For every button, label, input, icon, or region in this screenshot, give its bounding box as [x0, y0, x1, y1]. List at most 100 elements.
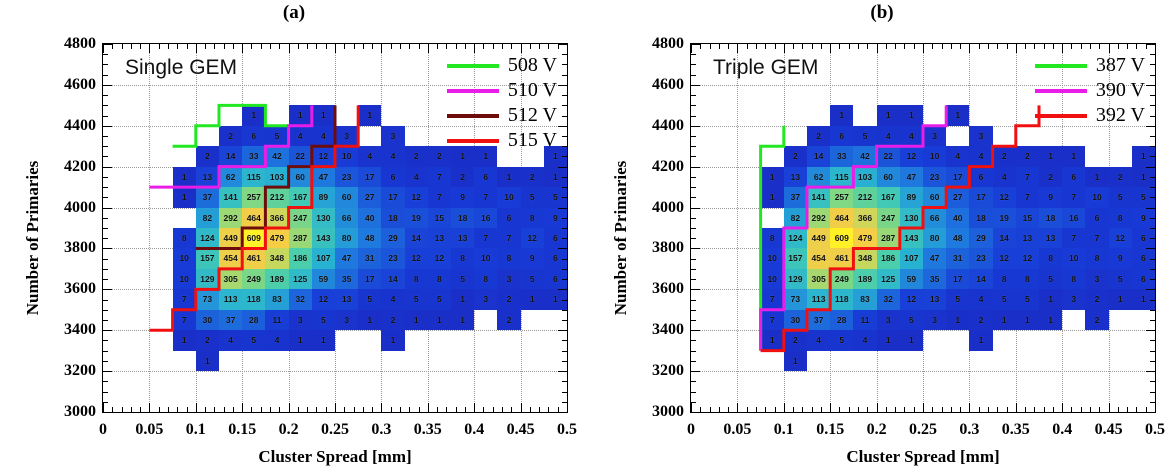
x-axis-minor-tick	[1090, 407, 1092, 412]
x-axis-tick-label: 0.4	[464, 421, 485, 438]
x-axis-minor-tick	[464, 407, 466, 412]
y-axis-minor-tick	[562, 74, 567, 76]
y-axis-tick	[691, 207, 700, 209]
y-axis-minor-tick	[103, 146, 108, 148]
y-axis-minor-tick	[691, 74, 696, 76]
x-axis-minor-tick	[390, 44, 392, 49]
y-axis-minor-tick	[1150, 176, 1155, 178]
y-axis-minor-tick	[1150, 360, 1155, 362]
x-axis-minor-tick	[765, 407, 767, 412]
x-axis-tick-label: 0.4	[1052, 421, 1073, 438]
contour-overlay-a	[149, 103, 360, 332]
x-axis-tick	[783, 44, 785, 53]
x-axis-tick	[195, 403, 197, 412]
x-axis-minor-tick	[848, 407, 850, 412]
x-axis-minor-tick	[130, 407, 132, 412]
x-axis-tick-label: 0.35	[1001, 421, 1030, 438]
x-axis-tick	[567, 403, 568, 412]
x-axis-minor-tick	[307, 407, 309, 412]
y-axis-tick-label: 3200	[64, 362, 96, 380]
x-axis-minor-tick	[409, 407, 411, 412]
x-axis-minor-tick	[1052, 407, 1054, 412]
x-axis-minor-tick	[811, 44, 813, 49]
y-axis-minor-tick	[103, 115, 108, 117]
x-axis-tick	[737, 44, 739, 53]
y-axis-tick-label: 4800	[64, 35, 96, 52]
y-axis-tick	[558, 248, 567, 250]
x-axis-tick	[335, 403, 336, 412]
x-axis-minor-tick	[316, 44, 318, 49]
contour-line	[759, 125, 786, 351]
x-axis-minor-tick	[1080, 407, 1082, 412]
y-axis-tick	[1146, 166, 1155, 168]
x-axis-tick	[969, 44, 971, 53]
x-axis-minor-tick	[848, 44, 850, 49]
x-axis-minor-tick	[765, 44, 767, 49]
x-axis-minor-tick	[437, 407, 439, 412]
y-axis-tick	[103, 84, 112, 86]
x-axis-tick	[691, 44, 692, 53]
y-axis-minor-tick	[103, 320, 108, 321]
x-axis-minor-tick	[904, 44, 906, 49]
y-axis-minor-tick	[691, 279, 696, 281]
y-axis-minor-tick	[1150, 64, 1155, 66]
x-axis-minor-tick	[483, 44, 485, 49]
y-axis-minor-tick	[691, 360, 696, 362]
x-axis-minor-tick	[362, 44, 364, 49]
y-axis-tick-label: 4200	[652, 157, 684, 175]
x-axis-minor-tick	[325, 44, 327, 49]
x-axis-tick-label: 0	[687, 421, 695, 438]
y-axis-minor-tick	[691, 95, 696, 97]
x-axis-minor-tick	[746, 407, 748, 412]
x-axis-tick	[1155, 403, 1156, 412]
y-axis-tick	[691, 44, 700, 45]
x-axis-minor-tick	[140, 407, 142, 412]
x-axis-minor-tick	[1099, 44, 1101, 49]
x-axis-tick	[103, 403, 104, 412]
x-axis-tick	[830, 403, 832, 412]
x-axis-minor-tick	[511, 407, 513, 412]
x-axis-minor-tick	[297, 407, 299, 412]
y-axis-minor-tick	[103, 187, 108, 189]
x-axis-minor-tick	[904, 407, 906, 412]
panel-b: (b) 1 1 1 1 2 6 5 4 4 3 3 2 14 33 42 22 12 10 4 4 2 2 1 1 1 1 13 62…	[588, 0, 1176, 475]
y-axis-minor-tick	[691, 258, 696, 260]
x-axis-title-b: Cluster Spread [mm]	[846, 447, 1000, 466]
y-axis-tick-label: 4600	[64, 75, 96, 93]
y-axis-minor-tick	[103, 136, 108, 137]
x-axis-minor-tick	[511, 44, 513, 49]
y-axis-minor-tick	[562, 268, 567, 270]
x-axis-minor-tick	[997, 407, 999, 412]
x-axis-tick	[876, 44, 878, 53]
y-axis-minor-tick	[103, 228, 108, 229]
x-axis-minor-tick	[446, 407, 448, 412]
panel-a: (a) 1 1 1 1 2 6 5 4 4 3 3 2 14 33 42 22 12 10 4 4 2 2 1 1 1 1 13 62…	[23, 2, 577, 466]
x-axis-tick-label: 0.3	[959, 421, 980, 438]
x-axis-minor-tick	[316, 407, 318, 412]
legend-color-swatch	[446, 88, 499, 93]
x-axis-minor-tick	[344, 407, 346, 412]
x-axis-minor-tick	[390, 407, 392, 412]
x-axis-minor-tick	[539, 407, 541, 412]
y-axis-minor-tick	[103, 95, 108, 97]
plot-title-a: Single GEM	[125, 56, 238, 79]
contour-line	[760, 105, 1041, 353]
x-axis-minor-tick	[811, 407, 813, 412]
y-axis-minor-tick	[1150, 115, 1155, 117]
x-axis-minor-tick	[529, 44, 531, 49]
x-axis-minor-tick	[232, 44, 234, 49]
x-axis-tick	[242, 403, 244, 412]
y-axis-tick	[691, 289, 700, 291]
y-axis-tick-label: 3400	[652, 321, 684, 339]
x-axis-minor-tick	[353, 44, 355, 49]
y-axis-minor-tick	[1150, 279, 1155, 281]
x-axis-minor-tick	[177, 44, 179, 49]
x-axis-minor-tick	[205, 44, 207, 49]
x-axis-tick	[149, 44, 151, 53]
legend-row: 515 V	[446, 128, 557, 153]
x-axis-tick	[1015, 44, 1017, 53]
x-axis-minor-tick	[941, 44, 943, 49]
x-axis-tick	[474, 403, 476, 412]
x-axis-minor-tick	[793, 44, 795, 49]
x-axis-tick-label: 0.05	[135, 421, 164, 438]
